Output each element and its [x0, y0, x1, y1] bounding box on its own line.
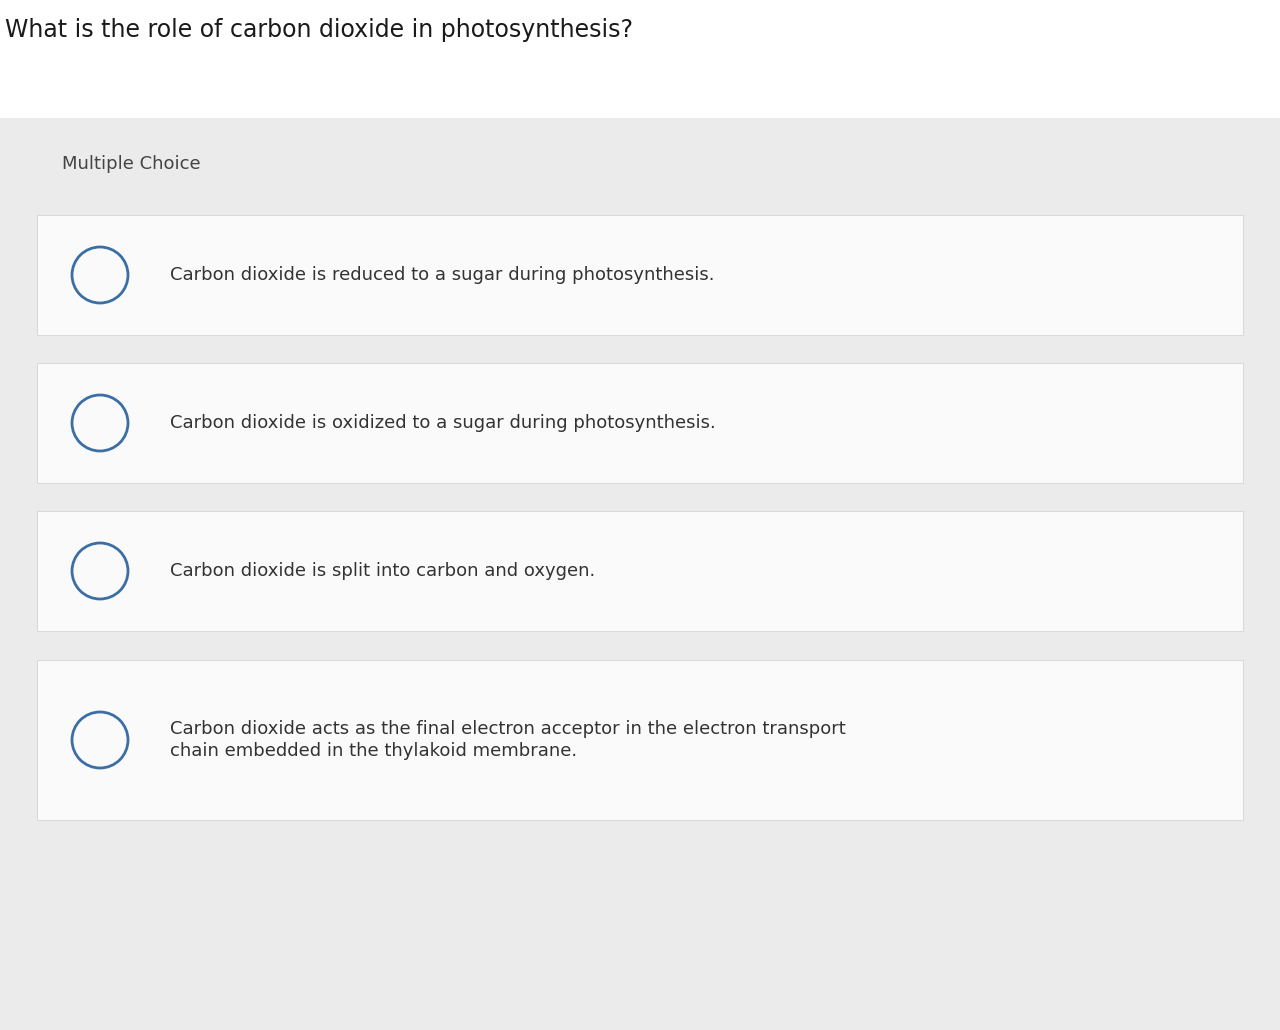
FancyBboxPatch shape — [37, 511, 1243, 631]
Text: Carbon dioxide is reduced to a sugar during photosynthesis.: Carbon dioxide is reduced to a sugar dur… — [170, 266, 714, 284]
Text: chain embedded in the thylakoid membrane.: chain embedded in the thylakoid membrane… — [170, 742, 577, 760]
Text: Carbon dioxide acts as the final electron acceptor in the electron transport: Carbon dioxide acts as the final electro… — [170, 720, 846, 739]
Text: Carbon dioxide is oxidized to a sugar during photosynthesis.: Carbon dioxide is oxidized to a sugar du… — [170, 414, 716, 432]
Text: Multiple Choice: Multiple Choice — [61, 154, 201, 173]
FancyBboxPatch shape — [0, 118, 1280, 1030]
Text: Carbon dioxide is split into carbon and oxygen.: Carbon dioxide is split into carbon and … — [170, 562, 595, 580]
FancyBboxPatch shape — [37, 363, 1243, 483]
Text: What is the role of carbon dioxide in photosynthesis?: What is the role of carbon dioxide in ph… — [5, 18, 634, 42]
FancyBboxPatch shape — [37, 660, 1243, 820]
FancyBboxPatch shape — [37, 215, 1243, 335]
